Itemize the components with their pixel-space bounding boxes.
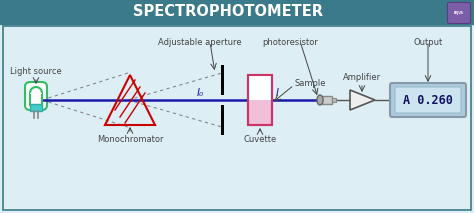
Ellipse shape: [30, 87, 42, 99]
Text: SPECTROPHOTOMETER: SPECTROPHOTOMETER: [133, 4, 323, 20]
Bar: [332, 98, 336, 102]
Text: Adjustable aperture: Adjustable aperture: [158, 38, 242, 47]
Bar: [221, 105, 224, 135]
Text: I: I: [275, 88, 279, 98]
Bar: [248, 75, 272, 125]
Text: I₀: I₀: [196, 88, 203, 98]
Text: Amplifier: Amplifier: [343, 73, 381, 82]
Bar: [30, 93, 42, 105]
Bar: [248, 75, 272, 125]
Ellipse shape: [317, 95, 323, 105]
Bar: [30, 104, 42, 111]
Text: Light source: Light source: [10, 67, 62, 76]
FancyBboxPatch shape: [447, 3, 471, 23]
Text: BYJUS: BYJUS: [454, 11, 464, 15]
FancyBboxPatch shape: [395, 87, 461, 113]
Bar: [3, 26, 471, 210]
Bar: [322, 96, 332, 104]
Bar: [0, 0, 474, 24]
Text: Sample: Sample: [295, 79, 327, 88]
Polygon shape: [350, 90, 375, 110]
Text: Cuvette: Cuvette: [243, 135, 277, 144]
FancyBboxPatch shape: [25, 82, 47, 110]
Bar: [221, 65, 224, 95]
Text: Output: Output: [413, 38, 443, 47]
Text: Monochromator: Monochromator: [97, 135, 163, 144]
FancyBboxPatch shape: [390, 83, 466, 117]
Bar: [248, 75, 272, 100]
Text: A 0.260: A 0.260: [403, 94, 453, 106]
Bar: [30, 93, 42, 105]
Text: photoresistor: photoresistor: [262, 38, 318, 47]
